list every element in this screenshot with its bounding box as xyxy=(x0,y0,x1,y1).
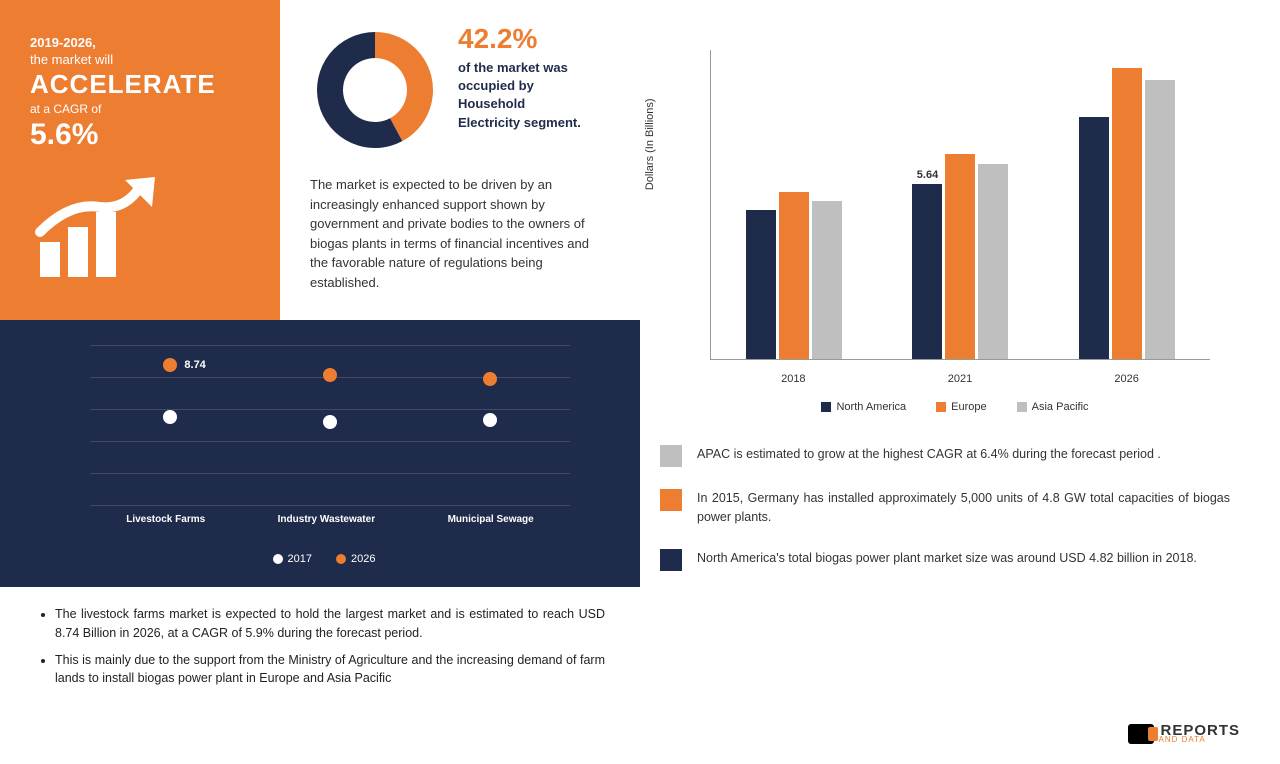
bar-group xyxy=(746,192,842,359)
bar xyxy=(978,164,1008,359)
logo-sub: AND DATA xyxy=(1158,736,1240,744)
bar-value-label: 5.64 xyxy=(917,169,938,181)
bar-xlabel: 2018 xyxy=(781,373,805,385)
info-row: In 2015, Germany has installed approxima… xyxy=(660,489,1230,527)
bar xyxy=(779,192,809,359)
dot-point xyxy=(163,410,177,424)
dot-point xyxy=(323,415,337,429)
dot-chart: 8.74 Livestock Farms Industry Wastewater M… xyxy=(40,345,600,545)
dot-xlabel: Industry Wastewater xyxy=(278,514,375,525)
bar-chart: 5.64 xyxy=(710,50,1210,360)
donut-body-text: The market is expected to be driven by a… xyxy=(310,175,610,292)
bar xyxy=(1079,117,1109,359)
right-column: Dollars (In Billions) 5.64 201820212026 … xyxy=(640,0,1280,764)
dot-point xyxy=(483,413,497,427)
cagr-pct: 5.6% xyxy=(30,118,250,152)
top-row: 2019-2026, the market will ACCELERATE at… xyxy=(0,0,640,320)
cagr-prefix: at a CAGR of xyxy=(30,102,250,116)
bar xyxy=(1112,68,1142,359)
info-rows: APAC is estimated to grow at the highest… xyxy=(660,445,1240,571)
dot-value-label: 8.74 xyxy=(184,359,205,371)
bar xyxy=(1145,80,1175,359)
donut-panel: 42.2% of the market was occupied by Hous… xyxy=(280,0,640,320)
years-range: 2019-2026, xyxy=(30,35,250,50)
info-swatch xyxy=(660,445,682,467)
dot-xlabel: Municipal Sewage xyxy=(448,514,534,525)
info-row: North America's total biogas power plant… xyxy=(660,549,1230,571)
bar-group xyxy=(1079,68,1175,359)
bar-xlabel: 2021 xyxy=(948,373,972,385)
info-text: North America's total biogas power plant… xyxy=(697,549,1197,568)
bullets-section: The livestock farms market is expected t… xyxy=(0,587,640,716)
left-column: 2019-2026, the market will ACCELERATE at… xyxy=(0,0,640,764)
bar-xlabel: 2026 xyxy=(1114,373,1138,385)
bullet-item: This is mainly due to the support from t… xyxy=(55,651,605,689)
donut-desc: of the market was occupied by Household … xyxy=(458,59,588,132)
info-text: APAC is estimated to grow at the highest… xyxy=(697,445,1161,464)
brand-logo: REPORTS AND DATA xyxy=(1128,723,1240,744)
bar-legend: North AmericaEuropeAsia Pacific xyxy=(660,401,1240,415)
page: 2019-2026, the market will ACCELERATE at… xyxy=(0,0,1280,764)
dot-point xyxy=(163,358,177,372)
accelerate-title: ACCELERATE xyxy=(30,69,250,100)
dot-chart-panel: 8.74 Livestock Farms Industry Wastewater M… xyxy=(0,320,640,587)
cagr-callout: 2019-2026, the market will ACCELERATE at… xyxy=(0,0,280,320)
bar xyxy=(812,201,842,359)
dot-point xyxy=(323,368,337,382)
info-swatch xyxy=(660,489,682,511)
bar: 5.64 xyxy=(912,184,942,359)
donut-chart xyxy=(310,25,440,155)
info-row: APAC is estimated to grow at the highest… xyxy=(660,445,1230,467)
logo-icon xyxy=(1128,724,1154,744)
bar-ylabel: Dollars (In Billions) xyxy=(644,98,656,190)
info-text: In 2015, Germany has installed approxima… xyxy=(697,489,1230,527)
dot-legend: 20172026 xyxy=(40,553,600,567)
info-swatch xyxy=(660,549,682,571)
bar-chart-panel: Dollars (In Billions) 5.64 201820212026 … xyxy=(660,40,1240,420)
dot-point xyxy=(483,372,497,386)
cagr-line2: the market will xyxy=(30,52,250,67)
bar xyxy=(945,154,975,359)
bullet-item: The livestock farms market is expected t… xyxy=(55,605,605,643)
donut-pct: 42.2% xyxy=(458,25,588,53)
dot-xlabel: Livestock Farms xyxy=(126,514,205,525)
bar-group: 5.64 xyxy=(912,154,1008,359)
growth-chart-icon xyxy=(30,172,250,287)
bar xyxy=(746,210,776,359)
